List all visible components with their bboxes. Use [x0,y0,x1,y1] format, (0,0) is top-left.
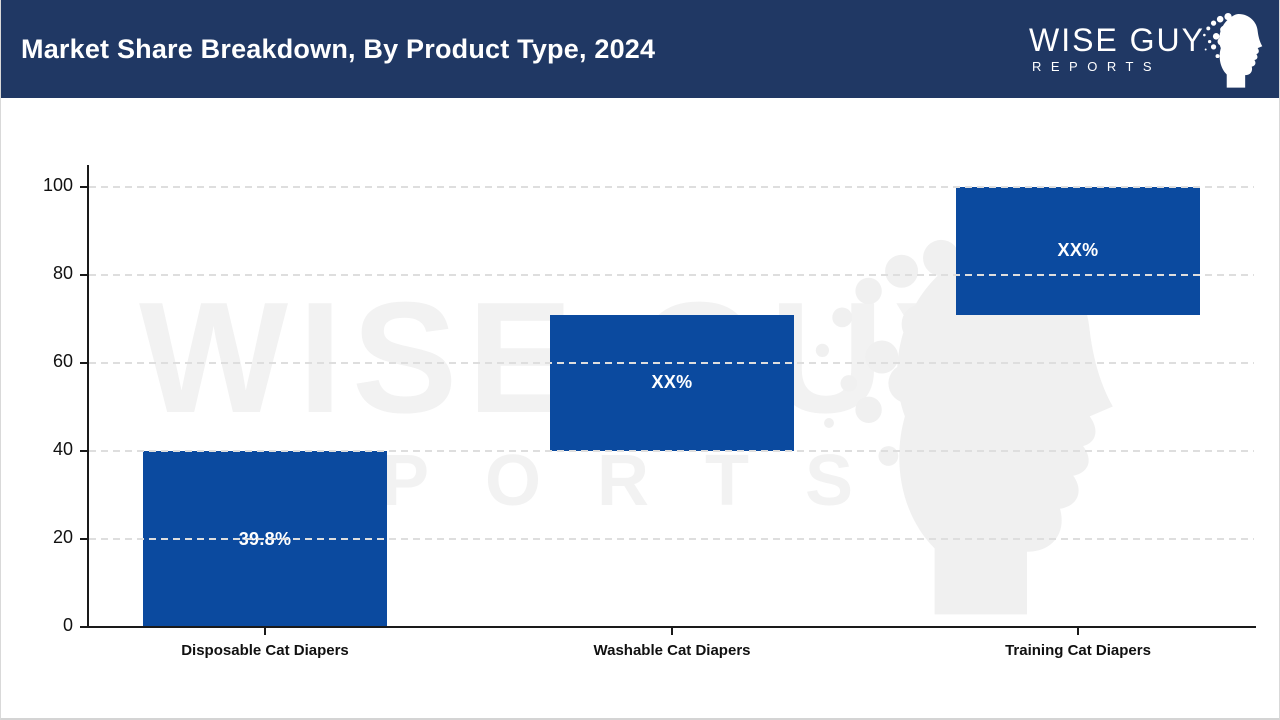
gridline-40 [89,450,1254,452]
brand-logo-wordmark: WISE GUY [1028,22,1205,58]
bar-value-label: XX% [651,372,693,393]
gridline-80 [89,274,1254,276]
x-tick-1 [264,628,266,635]
bar-segment-3: XX% [956,187,1200,315]
y-tick-0 [80,626,88,628]
page-title: Market Share Breakdown, By Product Type,… [21,33,656,64]
header-bar: Market Share Breakdown, By Product Type,… [1,0,1279,98]
brand-face-dots-icon [1203,12,1263,88]
y-axis-line [87,165,89,628]
y-tick-label-80: 80 [52,263,73,283]
x-tick-3 [1077,628,1079,635]
y-tick-40 [80,450,88,452]
x-category-label-1: Disposable Cat Diapers [181,642,349,659]
gridline-100 [89,186,1254,188]
y-tick-label-0: 0 [62,615,73,635]
brand-logo-subtext: REPORTS [1031,59,1162,74]
brand-logo: WISE GUY REPORTS [1029,10,1265,89]
y-tick-label-40: 40 [52,439,73,459]
x-axis-line [87,626,1256,628]
y-tick-60 [80,362,88,364]
gridline-60 [89,362,1254,364]
bar-value-label: XX% [1057,240,1099,261]
y-tick-20 [80,538,88,540]
x-category-label-3: Training Cat Diapers [1005,642,1151,659]
y-tick-label-60: 60 [52,351,73,371]
gridline-20 [89,538,1254,540]
y-tick-label-100: 100 [42,175,73,195]
x-tick-2 [671,628,673,635]
brand-logo-text: WISE GUY REPORTS [1029,24,1205,74]
x-category-label-2: Washable Cat Diapers [593,642,751,659]
y-tick-80 [80,274,88,276]
y-tick-100 [80,186,88,188]
bar-segment-2: XX% [550,314,794,451]
y-tick-label-20: 20 [52,527,73,547]
